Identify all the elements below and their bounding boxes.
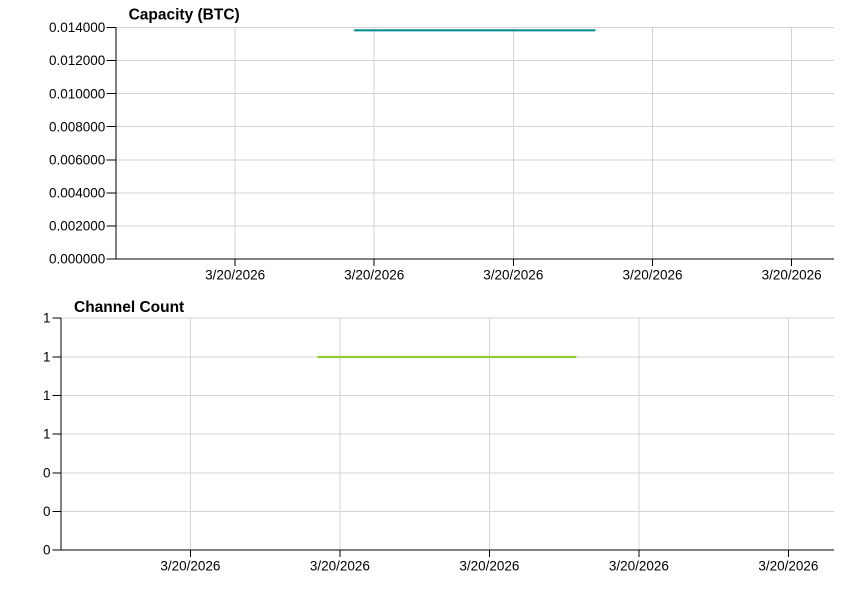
- svg-text:0: 0: [43, 543, 51, 558]
- svg-text:0: 0: [43, 504, 51, 519]
- svg-text:3/20/2026: 3/20/2026: [205, 267, 265, 282]
- svg-text:3/20/2026: 3/20/2026: [310, 558, 370, 573]
- svg-text:3/20/2026: 3/20/2026: [609, 558, 669, 573]
- svg-text:0.000000: 0.000000: [49, 252, 105, 267]
- svg-text:0.014000: 0.014000: [49, 20, 105, 35]
- svg-text:Capacity (BTC): Capacity (BTC): [129, 7, 240, 24]
- svg-text:0.004000: 0.004000: [49, 186, 105, 201]
- svg-text:3/20/2026: 3/20/2026: [483, 267, 543, 282]
- svg-text:3/20/2026: 3/20/2026: [758, 558, 818, 573]
- svg-text:1: 1: [43, 349, 51, 364]
- svg-text:3/20/2026: 3/20/2026: [622, 267, 682, 282]
- svg-text:1: 1: [43, 311, 51, 326]
- svg-text:1: 1: [43, 388, 51, 403]
- svg-text:1: 1: [43, 427, 51, 442]
- svg-text:3/20/2026: 3/20/2026: [459, 558, 519, 573]
- svg-text:0.008000: 0.008000: [49, 119, 105, 134]
- svg-text:Channel Count: Channel Count: [74, 299, 184, 316]
- svg-text:0.010000: 0.010000: [49, 86, 105, 101]
- svg-text:0: 0: [43, 465, 51, 480]
- svg-text:3/20/2026: 3/20/2026: [344, 267, 404, 282]
- svg-text:3/20/2026: 3/20/2026: [160, 558, 220, 573]
- svg-text:0.012000: 0.012000: [49, 53, 105, 68]
- svg-text:0.002000: 0.002000: [49, 219, 105, 234]
- svg-text:3/20/2026: 3/20/2026: [762, 267, 822, 282]
- svg-text:0.006000: 0.006000: [49, 152, 105, 167]
